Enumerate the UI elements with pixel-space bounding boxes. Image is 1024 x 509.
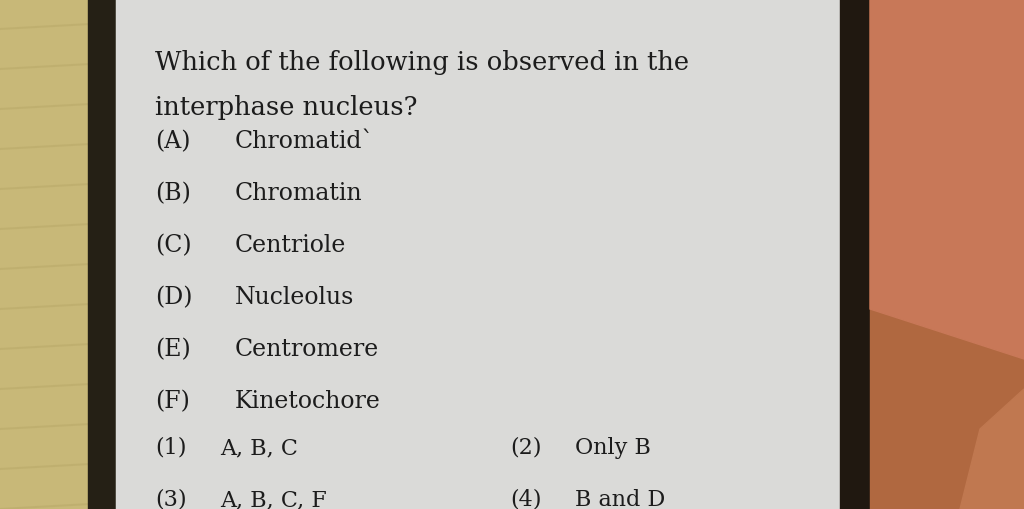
Text: (2): (2)	[510, 436, 542, 458]
Bar	[88, 0, 116, 509]
Text: Chromatin: Chromatin	[234, 182, 362, 205]
Text: (D): (D)	[155, 286, 193, 308]
Text: (B): (B)	[155, 182, 190, 205]
Text: (F): (F)	[155, 389, 189, 412]
Text: Centromere: Centromere	[234, 337, 379, 360]
Text: (4): (4)	[510, 488, 542, 509]
Text: B and D: B and D	[575, 488, 666, 509]
Bar	[0, 0, 100, 509]
Bar	[840, 0, 870, 509]
Bar	[870, 0, 1024, 509]
Polygon shape	[870, 0, 1024, 359]
Text: (3): (3)	[155, 488, 186, 509]
Text: (1): (1)	[155, 436, 186, 458]
Text: Only B: Only B	[575, 436, 651, 458]
Text: Centriole: Centriole	[234, 234, 346, 257]
Text: A, B, C: A, B, C	[220, 436, 298, 458]
Text: Nucleolus: Nucleolus	[234, 286, 354, 308]
Bar	[116, 0, 840, 509]
Text: Which of the following is observed in the: Which of the following is observed in th…	[155, 50, 689, 75]
Polygon shape	[961, 389, 1024, 509]
Text: Chromatid`: Chromatid`	[234, 130, 375, 153]
Text: A, B, C, F: A, B, C, F	[220, 488, 327, 509]
Bar	[116, 0, 840, 509]
Text: Kinetochore: Kinetochore	[234, 389, 381, 412]
Text: interphase nucleus?: interphase nucleus?	[155, 95, 418, 120]
Text: (E): (E)	[155, 337, 190, 360]
Text: (A): (A)	[155, 130, 190, 153]
Text: (C): (C)	[155, 234, 191, 257]
